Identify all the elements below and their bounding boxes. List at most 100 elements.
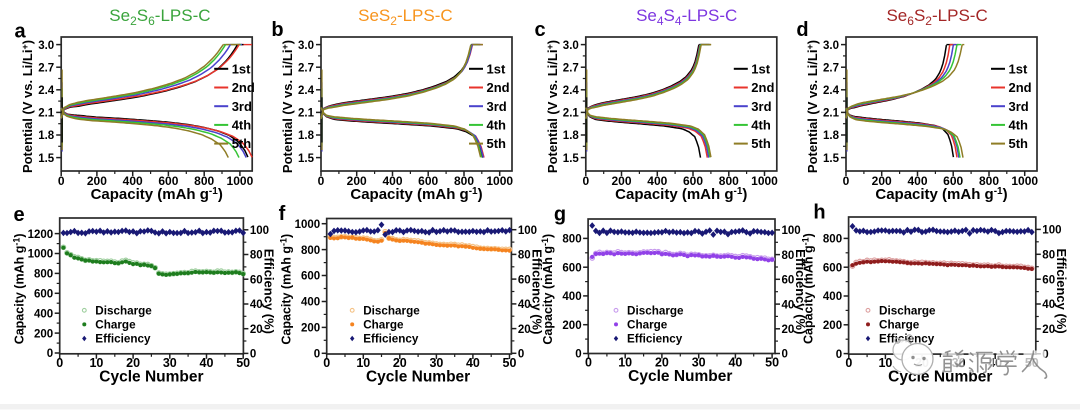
svg-text:Efficiency (%): Efficiency (%): [1054, 248, 1069, 333]
svg-text:1st: 1st: [1009, 61, 1028, 76]
svg-text:40: 40: [518, 299, 531, 311]
svg-text:600: 600: [823, 262, 842, 274]
svg-text:400: 400: [647, 174, 667, 188]
svg-text:80: 80: [518, 250, 531, 262]
svg-text:600: 600: [34, 289, 53, 301]
svg-text:50: 50: [503, 356, 517, 370]
svg-text:800: 800: [719, 174, 739, 188]
svg-text:40: 40: [728, 356, 742, 370]
svg-text:1st: 1st: [487, 61, 506, 76]
svg-text:30: 30: [692, 356, 706, 370]
svg-text:10: 10: [89, 356, 103, 370]
svg-text:40: 40: [250, 299, 263, 311]
svg-text:Potential (V vs. Li/Li+): Potential (V vs. Li/Li+): [545, 40, 560, 173]
svg-text:2.4: 2.4: [38, 85, 55, 97]
svg-text:20: 20: [1042, 324, 1055, 336]
svg-text:800: 800: [454, 174, 474, 188]
svg-text:800: 800: [823, 234, 842, 246]
svg-text:400: 400: [823, 291, 842, 303]
svg-text:1.8: 1.8: [823, 130, 840, 142]
svg-text:Efficiency (%): Efficiency (%): [793, 249, 808, 334]
svg-text:Potential (V vs. Li/Li+): Potential (V vs. Li/Li+): [280, 40, 295, 173]
svg-text:2.4: 2.4: [563, 85, 580, 97]
svg-text:SeS2-LPS-C: SeS2-LPS-C: [358, 6, 453, 28]
svg-text:100: 100: [782, 225, 801, 237]
svg-text:100: 100: [250, 225, 269, 237]
svg-text:Efficiency (%): Efficiency (%): [529, 249, 544, 334]
svg-text:1000: 1000: [1011, 174, 1038, 188]
svg-text:5th: 5th: [487, 136, 507, 151]
svg-text:0: 0: [1042, 349, 1048, 361]
svg-text:Efficiency: Efficiency: [627, 333, 683, 346]
svg-text:0: 0: [318, 174, 325, 188]
svg-text:1200: 1200: [28, 229, 54, 241]
svg-text:0: 0: [836, 349, 842, 361]
svg-text:200: 200: [34, 328, 53, 340]
svg-text:600: 600: [683, 174, 703, 188]
svg-text:2.7: 2.7: [298, 62, 314, 74]
svg-text:200: 200: [87, 174, 107, 188]
svg-text:1.5: 1.5: [823, 153, 840, 165]
svg-text:1st: 1st: [751, 61, 770, 76]
svg-text:0: 0: [323, 356, 330, 370]
svg-text:Efficiency: Efficiency: [363, 333, 419, 346]
svg-text:0: 0: [782, 349, 788, 361]
svg-text:0: 0: [843, 174, 850, 188]
svg-text:Charge: Charge: [95, 319, 136, 332]
svg-text:400: 400: [301, 297, 320, 309]
svg-text:Cycle Number: Cycle Number: [628, 368, 732, 385]
svg-text:d: d: [796, 19, 808, 41]
svg-text:5th: 5th: [1009, 136, 1029, 151]
svg-text:0: 0: [575, 349, 581, 361]
svg-text:Capacity (mAh g-1): Capacity (mAh g-1): [279, 234, 294, 345]
svg-text:600: 600: [562, 262, 581, 274]
svg-text:20: 20: [393, 356, 407, 370]
svg-text:60: 60: [518, 274, 531, 286]
svg-text:20: 20: [518, 324, 531, 336]
svg-text:200: 200: [823, 320, 842, 332]
svg-text:h: h: [813, 202, 825, 224]
svg-text:Discharge: Discharge: [95, 305, 152, 318]
svg-text:4th: 4th: [751, 118, 771, 133]
svg-text:30: 30: [429, 356, 443, 370]
svg-text:3.0: 3.0: [823, 40, 839, 52]
svg-text:3.0: 3.0: [38, 40, 54, 52]
svg-text:20: 20: [250, 324, 263, 336]
svg-text:50: 50: [236, 356, 250, 370]
svg-text:30: 30: [163, 356, 177, 370]
svg-text:2.7: 2.7: [38, 62, 54, 74]
svg-text:200: 200: [562, 320, 581, 332]
svg-text:1.8: 1.8: [298, 130, 315, 142]
svg-text:Discharge: Discharge: [879, 305, 936, 318]
svg-text:1.5: 1.5: [563, 153, 580, 165]
svg-text:4th: 4th: [232, 118, 252, 133]
svg-text:600: 600: [943, 174, 963, 188]
svg-text:0: 0: [56, 356, 63, 370]
svg-text:0: 0: [585, 356, 592, 370]
svg-text:80: 80: [1042, 250, 1055, 262]
svg-text:60: 60: [250, 274, 263, 286]
svg-text:600: 600: [301, 271, 320, 283]
svg-text:2nd: 2nd: [487, 80, 510, 95]
svg-text:Capacity (mAh g-1): Capacity (mAh g-1): [801, 233, 816, 344]
svg-text:1000: 1000: [486, 174, 513, 188]
svg-text:c: c: [534, 19, 545, 41]
svg-text:800: 800: [562, 234, 581, 246]
svg-text:800: 800: [979, 174, 999, 188]
svg-text:5th: 5th: [751, 136, 771, 151]
svg-text:40: 40: [1042, 299, 1055, 311]
svg-text:Cycle Number: Cycle Number: [366, 369, 470, 386]
svg-text:400: 400: [562, 291, 581, 303]
svg-text:2nd: 2nd: [751, 80, 774, 95]
svg-text:2.4: 2.4: [823, 85, 840, 97]
svg-text:40: 40: [782, 299, 795, 311]
svg-text:0: 0: [58, 174, 65, 188]
svg-text:Capacity (mAh g-1): Capacity (mAh g-1): [12, 233, 27, 344]
svg-text:100: 100: [518, 225, 537, 237]
svg-text:3rd: 3rd: [487, 99, 507, 114]
svg-text:60: 60: [1042, 274, 1055, 286]
svg-text:4th: 4th: [1009, 118, 1029, 133]
svg-text:2.1: 2.1: [38, 108, 55, 120]
svg-text:400: 400: [907, 174, 927, 188]
svg-text:g: g: [554, 204, 566, 226]
